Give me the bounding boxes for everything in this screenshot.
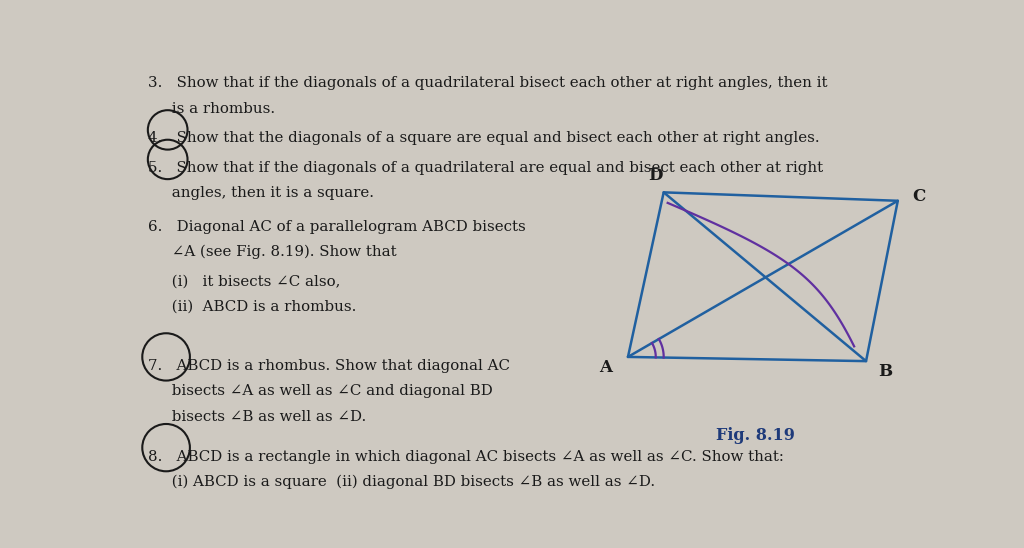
Text: bisects ∠A as well as ∠C and diagonal BD: bisects ∠A as well as ∠C and diagonal BD bbox=[147, 384, 493, 398]
Text: 4.   Show that the diagonals of a square are equal and bisect each other at righ: 4. Show that the diagonals of a square a… bbox=[147, 131, 819, 145]
Text: 6.   Diagonal AC of a parallelogram ABCD bisects: 6. Diagonal AC of a parallelogram ABCD b… bbox=[147, 220, 525, 234]
Text: (ii)  ABCD is a rhombus.: (ii) ABCD is a rhombus. bbox=[147, 300, 356, 314]
Text: B: B bbox=[878, 363, 892, 380]
Text: 8.   ABCD is a rectangle in which diagonal AC bisects ∠A as well as ∠C. Show tha: 8. ABCD is a rectangle in which diagonal… bbox=[147, 450, 783, 464]
Text: 3.   Show that if the diagonals of a quadrilateral bisect each other at right an: 3. Show that if the diagonals of a quadr… bbox=[147, 76, 827, 90]
Text: is a rhombus.: is a rhombus. bbox=[147, 101, 275, 116]
Text: A: A bbox=[599, 359, 612, 376]
Text: C: C bbox=[912, 188, 926, 205]
Text: (i)   it bisects ∠C also,: (i) it bisects ∠C also, bbox=[147, 275, 340, 289]
Text: 5.   Show that if the diagonals of a quadrilateral are equal and bisect each oth: 5. Show that if the diagonals of a quadr… bbox=[147, 161, 823, 175]
Text: Fig. 8.19: Fig. 8.19 bbox=[716, 426, 795, 443]
Text: 7.   ABCD is a rhombus. Show that diagonal AC: 7. ABCD is a rhombus. Show that diagonal… bbox=[147, 359, 510, 373]
Text: angles, then it is a square.: angles, then it is a square. bbox=[147, 186, 374, 200]
Text: ∠A (see Fig. 8.19). Show that: ∠A (see Fig. 8.19). Show that bbox=[147, 245, 396, 260]
Text: D: D bbox=[648, 167, 663, 184]
Text: bisects ∠B as well as ∠D.: bisects ∠B as well as ∠D. bbox=[147, 410, 367, 424]
Text: (i) ABCD is a square  (ii) diagonal BD bisects ∠B as well as ∠D.: (i) ABCD is a square (ii) diagonal BD bi… bbox=[147, 475, 655, 489]
